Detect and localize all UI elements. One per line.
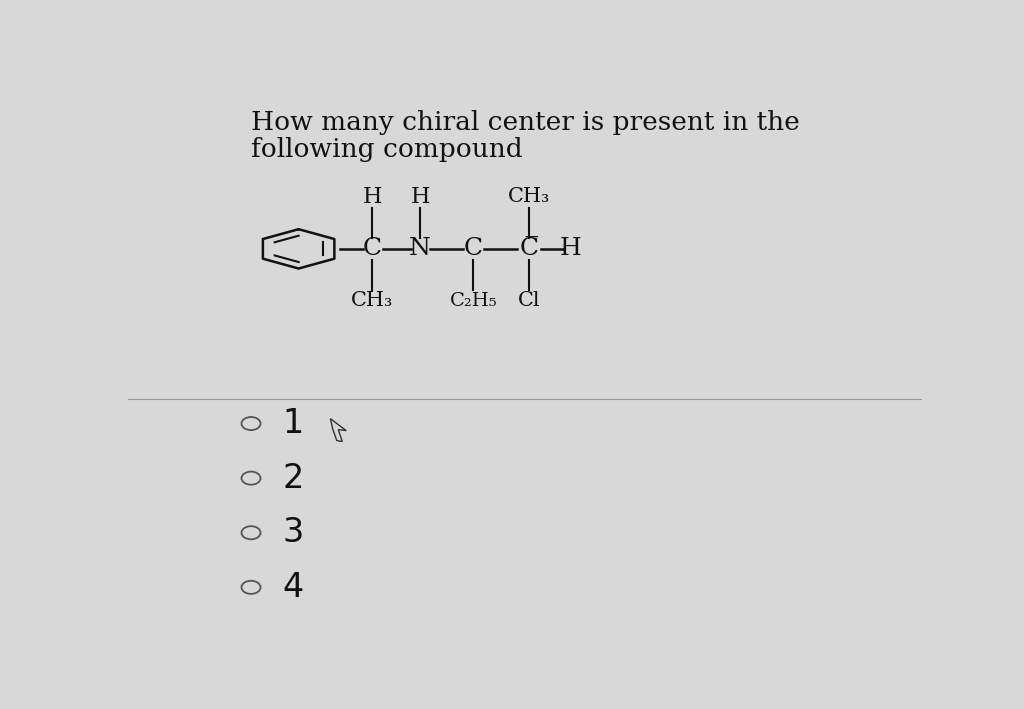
Text: C̅: C̅ xyxy=(519,238,539,260)
Text: 4: 4 xyxy=(283,571,304,604)
Text: 2: 2 xyxy=(283,462,304,495)
Text: CH₃: CH₃ xyxy=(508,187,550,206)
Text: C₂H₅: C₂H₅ xyxy=(450,291,497,310)
Text: 1: 1 xyxy=(283,407,304,440)
Text: Cl: Cl xyxy=(517,291,540,311)
Text: N: N xyxy=(410,238,431,260)
Text: CH₃: CH₃ xyxy=(351,291,393,311)
Text: How many chiral center is present in the: How many chiral center is present in the xyxy=(251,110,800,135)
Text: 3: 3 xyxy=(283,516,304,549)
Text: H: H xyxy=(362,186,382,208)
Text: C: C xyxy=(362,238,382,260)
Text: following compound: following compound xyxy=(251,137,522,162)
Text: C: C xyxy=(464,238,482,260)
Text: H: H xyxy=(411,186,430,208)
Text: H: H xyxy=(560,238,582,260)
